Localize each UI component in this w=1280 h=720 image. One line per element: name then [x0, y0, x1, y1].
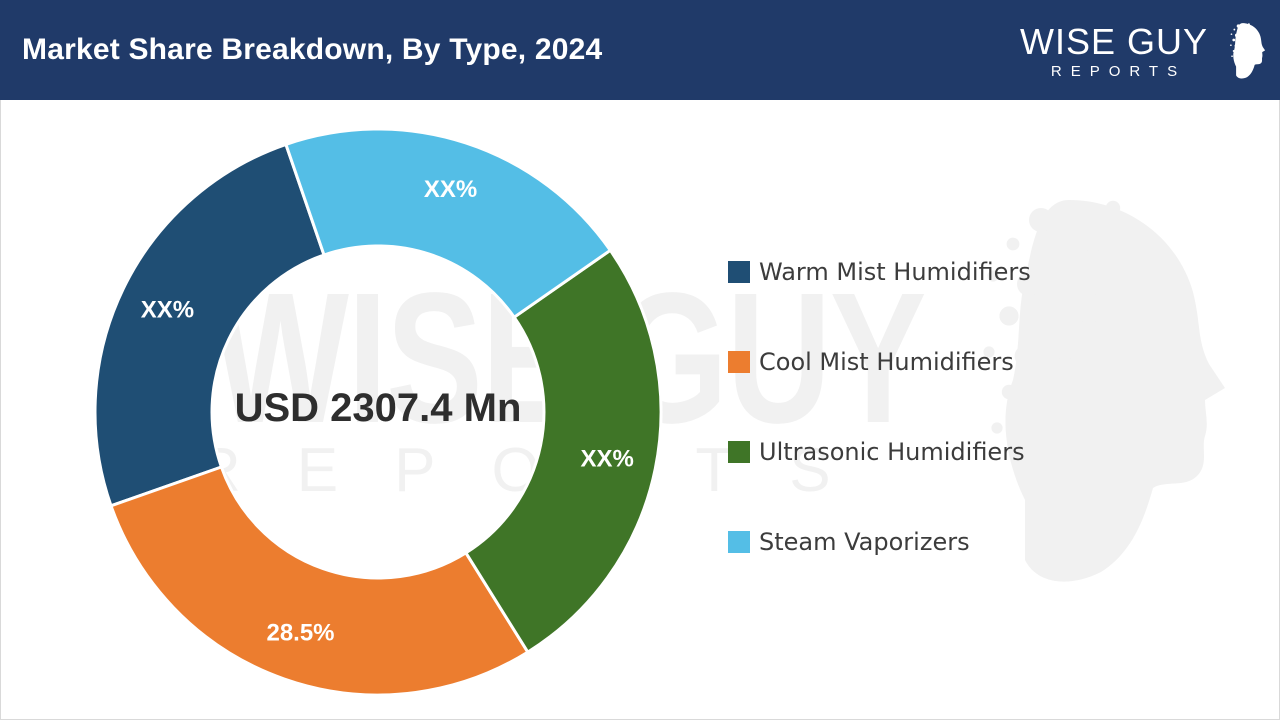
donut-segment-steam-vaporizers — [284, 127, 612, 319]
slice-label-warm-mist-humidifiers: XX% — [141, 297, 194, 324]
legend-swatch-steam — [728, 531, 750, 553]
legend-swatch-warm-mist — [728, 261, 750, 283]
logo-tagline: REPORTS — [1050, 62, 1187, 80]
header: Market Share Breakdown, By Type, 2024 WI… — [0, 0, 1280, 100]
slice-label-steam-vaporizers: XX% — [424, 176, 477, 203]
donut-segment-ultrasonic-humidifiers — [464, 248, 663, 654]
legend-swatch-cool-mist — [728, 351, 750, 373]
slice-label-ultrasonic-humidifiers: XX% — [581, 446, 634, 473]
logo-face-icon — [1230, 23, 1266, 79]
legend-label: Warm Mist Humidifiers — [759, 258, 1031, 286]
legend-swatch-ultrasonic — [728, 441, 750, 463]
legend-item-cool-mist: Cool Mist Humidifiers — [728, 349, 1031, 375]
legend-item-steam: Steam Vaporizers — [728, 529, 1031, 555]
logo-text: WISE GUY REPORTS — [1020, 22, 1208, 80]
legend-item-warm-mist: Warm Mist Humidifiers — [728, 259, 1031, 285]
logo-wordmark: WISE GUY — [1019, 21, 1208, 63]
legend-label: Ultrasonic Humidifiers — [759, 438, 1025, 466]
logo: WISE GUY REPORTS — [1020, 6, 1268, 96]
donut-segment-cool-mist-humidifiers — [109, 465, 530, 697]
chart-legend: Warm Mist Humidifiers Cool Mist Humidifi… — [728, 259, 1031, 555]
donut-segment-warm-mist-humidifiers — [93, 142, 326, 508]
chart-center-value: USD 2307.4 Mn — [235, 386, 522, 430]
slice-label-cool-mist-humidifiers: 28.5% — [266, 619, 334, 646]
page-title: Market Share Breakdown, By Type, 2024 — [22, 33, 603, 66]
legend-label: Cool Mist Humidifiers — [759, 348, 1014, 376]
legend-item-ultrasonic: Ultrasonic Humidifiers — [728, 439, 1031, 465]
legend-label: Steam Vaporizers — [759, 528, 970, 556]
donut-chart: XX% 28.5% XX% XX% USD 2307.4 Mn — [93, 127, 663, 697]
